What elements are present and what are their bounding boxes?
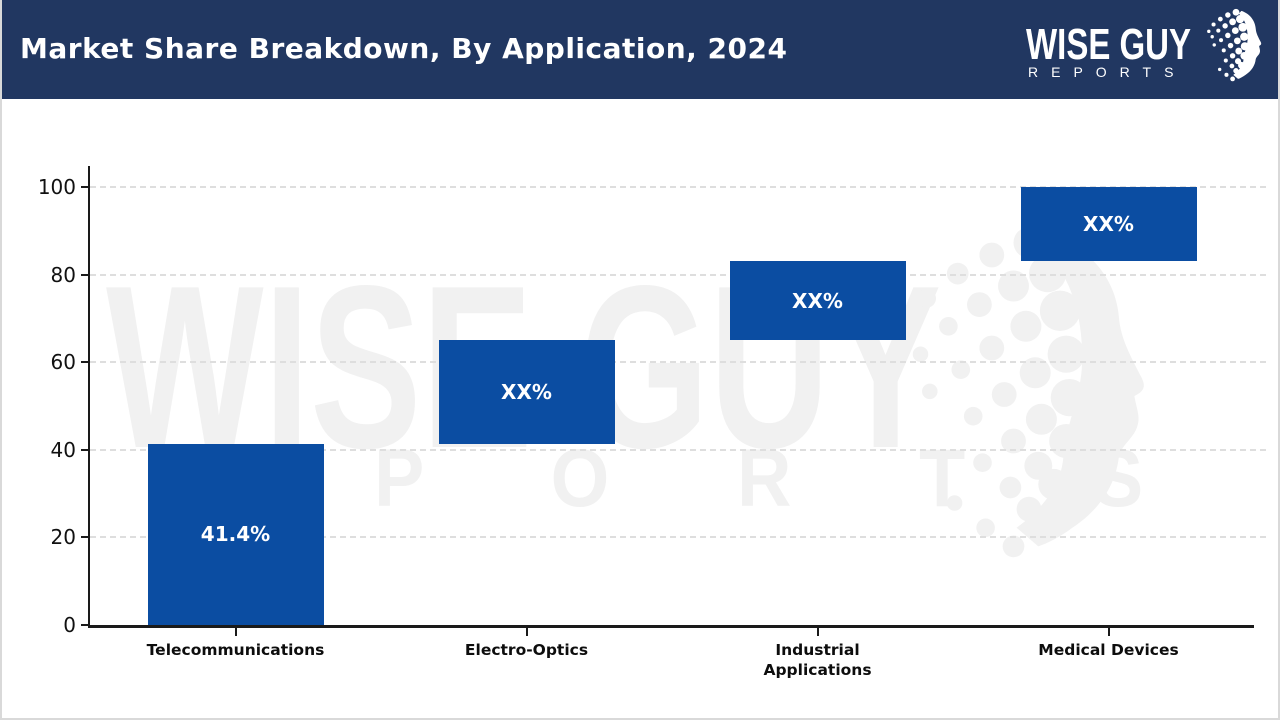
- x-axis-line: [88, 625, 1254, 628]
- x-axis-category-label: Telecommunications: [106, 640, 366, 660]
- x-axis-tick: [1107, 628, 1110, 636]
- gridline-80: [90, 273, 1266, 276]
- y-axis-tick: [81, 186, 90, 188]
- bar-value-label: XX%: [1083, 212, 1134, 237]
- x-axis-category-label: Medical Devices: [979, 640, 1239, 660]
- y-axis-tick-label: 100: [37, 175, 76, 199]
- x-axis-tick: [234, 628, 237, 636]
- x-axis-tick: [816, 628, 819, 636]
- y-axis-tick-label: 60: [50, 350, 76, 375]
- y-axis-tick-label: 20: [50, 525, 76, 550]
- y-axis-line: [88, 166, 90, 628]
- bar-industrial-applications: XX%: [729, 261, 906, 341]
- y-axis-tick: [81, 361, 90, 364]
- y-axis-tick: [81, 624, 90, 626]
- bar-medical-devices: XX%: [1020, 187, 1197, 262]
- x-axis-category-label-line: Telecommunications: [146, 641, 325, 659]
- bar-value-label: 41.4%: [200, 522, 271, 547]
- bar-value-label: XX%: [501, 379, 552, 404]
- bar-electro-optics: XX%: [438, 340, 615, 444]
- x-axis-category-label-line: Applications: [763, 661, 872, 679]
- logo-subtext: REPORTS: [1028, 64, 1187, 80]
- y-axis-tick: [81, 536, 90, 539]
- header-bar: Market Share Breakdown, By Application, …: [2, 0, 1278, 99]
- logo-wordmark: WISE GUY: [1026, 20, 1192, 69]
- bar-value-label: XX%: [792, 288, 843, 313]
- y-axis-tick-label: 40: [50, 437, 76, 462]
- chart-title: Market Share Breakdown, By Application, …: [20, 32, 788, 65]
- x-axis-tick: [525, 628, 528, 636]
- bar-telecommunications: 41.4%: [147, 443, 324, 625]
- wise-guy-logo: WISE GUY REPORTS: [1026, 0, 1266, 99]
- x-axis-category-label: Electro-Optics: [397, 640, 657, 660]
- gridline-40: [90, 448, 1266, 451]
- gridline-100: [90, 186, 1266, 188]
- gridline-60: [90, 361, 1266, 364]
- y-axis-tick-label: 0: [63, 613, 76, 637]
- gridline-20: [90, 536, 1266, 539]
- x-axis-category-label-line: Industrial: [775, 641, 860, 659]
- x-axis-category-label: Industrial Applications: [688, 640, 948, 680]
- x-axis-category-label-line: Electro-Optics: [464, 641, 589, 659]
- y-axis-tick: [81, 273, 90, 276]
- y-axis-tick: [81, 448, 90, 451]
- x-axis-category-label-line: Medical Devices: [1038, 641, 1179, 659]
- y-axis-tick-label: 80: [50, 262, 76, 287]
- logo-head-icon: [1207, 8, 1262, 82]
